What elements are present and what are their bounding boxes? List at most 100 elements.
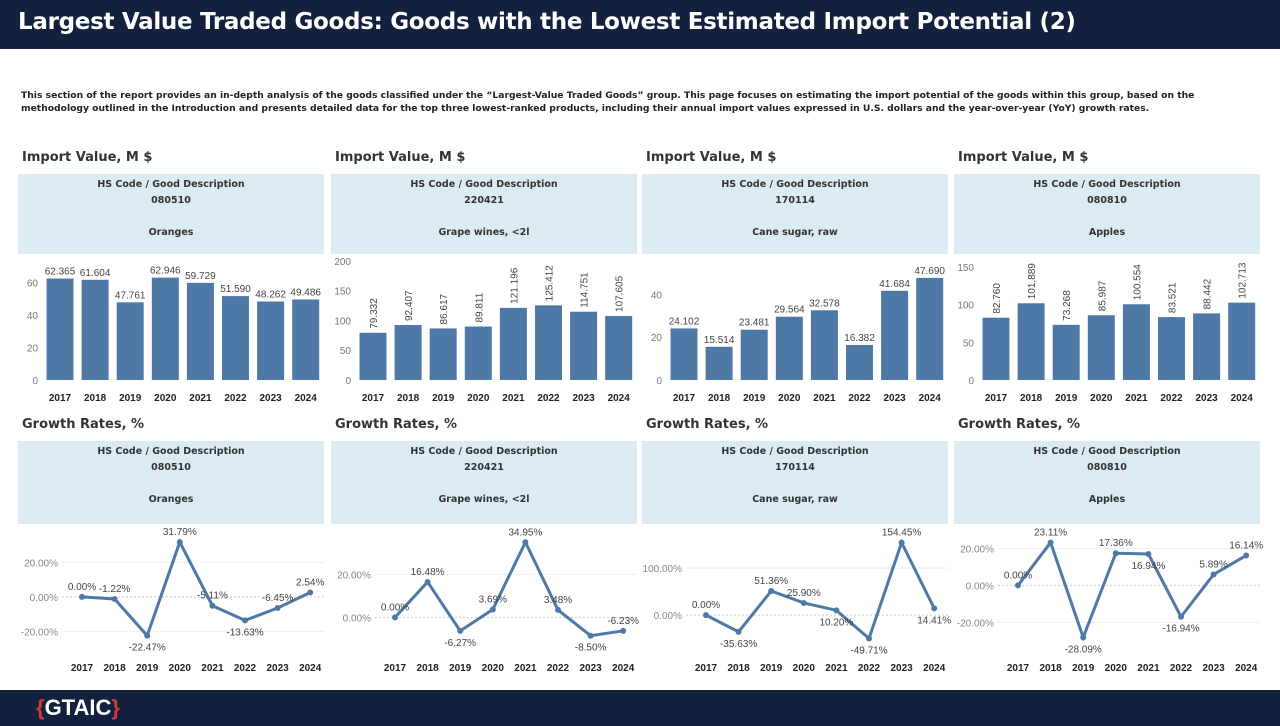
point-2022[interactable] bbox=[866, 635, 872, 642]
bar-2021[interactable] bbox=[1122, 304, 1150, 380]
point-2018[interactable] bbox=[1047, 539, 1054, 546]
point-2017[interactable] bbox=[392, 614, 398, 621]
bar-2021[interactable] bbox=[499, 307, 527, 380]
x-tick-label: 2023 bbox=[579, 663, 602, 674]
point-2024[interactable] bbox=[307, 589, 314, 596]
point-2024[interactable] bbox=[931, 605, 938, 612]
x-tick-label: 2024 bbox=[1231, 393, 1254, 404]
point-value-label: 31.79% bbox=[163, 527, 197, 538]
point-2018[interactable] bbox=[424, 578, 431, 585]
bar-2018[interactable] bbox=[81, 279, 109, 380]
x-tick-label: 2020 bbox=[169, 663, 192, 674]
bar-2021[interactable] bbox=[810, 310, 838, 380]
import-value-bar-chart: 0 50 100 150 200 79.332 2017 92.407 2018 86.617 20… bbox=[334, 257, 633, 404]
bar-2017[interactable] bbox=[359, 332, 387, 380]
point-2020[interactable] bbox=[489, 606, 496, 613]
point-2019[interactable] bbox=[1080, 634, 1087, 641]
bar-2024[interactable] bbox=[916, 277, 944, 380]
bar-value-label: 82.760 bbox=[992, 283, 1003, 314]
bar-value-label: 62.365 bbox=[45, 267, 76, 278]
bar-2022[interactable] bbox=[535, 305, 562, 380]
y-tick-label: 100 bbox=[957, 301, 974, 312]
point-value-label: -5.11% bbox=[197, 591, 228, 602]
y-tick-label: 50 bbox=[963, 338, 975, 349]
bar-value-label: 47.761 bbox=[115, 290, 146, 301]
bar-2022[interactable] bbox=[846, 344, 873, 380]
point-2022[interactable] bbox=[1178, 613, 1184, 620]
point-2022[interactable] bbox=[242, 617, 248, 624]
bar-2023[interactable] bbox=[570, 311, 598, 380]
y-tick-label: 50 bbox=[340, 346, 352, 357]
x-tick-label: 2018 bbox=[708, 393, 731, 404]
box-label: HS Code / Good Description bbox=[1033, 446, 1181, 457]
point-value-label: 16.48% bbox=[411, 567, 445, 578]
bar-2024[interactable] bbox=[605, 315, 633, 380]
good-description: Apples bbox=[1088, 227, 1126, 238]
bar-2022[interactable] bbox=[1158, 317, 1185, 380]
bar-2020[interactable] bbox=[464, 326, 492, 380]
point-2020[interactable] bbox=[176, 539, 183, 546]
point-2017[interactable] bbox=[703, 612, 709, 619]
bar-value-label: 100.554 bbox=[1132, 264, 1143, 301]
point-2023[interactable] bbox=[898, 539, 905, 546]
bar-2023[interactable] bbox=[881, 290, 909, 380]
bar-2020[interactable] bbox=[775, 316, 803, 380]
point-2020[interactable] bbox=[800, 599, 807, 606]
point-2023[interactable] bbox=[587, 632, 594, 639]
y-tick-label: 0.00% bbox=[966, 581, 994, 592]
bar-2024[interactable] bbox=[1228, 302, 1256, 380]
point-2020[interactable] bbox=[1112, 550, 1119, 557]
point-2018[interactable] bbox=[111, 596, 118, 602]
point-2017[interactable] bbox=[1015, 582, 1021, 589]
bar-2019[interactable] bbox=[740, 329, 768, 380]
bar-2020[interactable] bbox=[1087, 315, 1115, 380]
bar-2023[interactable] bbox=[1193, 313, 1221, 380]
x-tick-label: 2023 bbox=[883, 393, 906, 404]
point-2024[interactable] bbox=[620, 627, 627, 634]
bar-2018[interactable] bbox=[394, 325, 422, 380]
bar-2018[interactable] bbox=[705, 346, 733, 380]
x-tick-label: 2024 bbox=[1235, 663, 1258, 674]
point-value-label: -6.45% bbox=[262, 593, 294, 604]
box-label: HS Code / Good Description bbox=[410, 446, 558, 457]
bar-2024[interactable] bbox=[292, 299, 320, 380]
hs-code: 170114 bbox=[775, 195, 815, 206]
x-tick-label: 2017 bbox=[1007, 663, 1030, 674]
bar-2019[interactable] bbox=[116, 302, 144, 380]
bar-2019[interactable] bbox=[1052, 324, 1080, 380]
growth-line bbox=[1016, 539, 1247, 642]
bar-2023[interactable] bbox=[257, 301, 285, 380]
bar-2022[interactable] bbox=[222, 296, 249, 380]
point-2019[interactable] bbox=[144, 632, 151, 639]
bar-2017[interactable] bbox=[982, 317, 1010, 380]
point-2021[interactable] bbox=[833, 607, 840, 614]
point-value-label: -49.71% bbox=[850, 645, 887, 656]
page-title: Largest Value Traded Goods: Goods with t… bbox=[18, 9, 1076, 35]
box-label: HS Code / Good Description bbox=[1033, 179, 1181, 190]
x-tick-label: 2021 bbox=[514, 663, 537, 674]
bar-2020[interactable] bbox=[151, 277, 179, 380]
point-2021[interactable] bbox=[1145, 551, 1152, 557]
point-2018[interactable] bbox=[735, 628, 742, 635]
point-2019[interactable] bbox=[768, 588, 775, 595]
point-2023[interactable] bbox=[1210, 571, 1217, 578]
growth-rates-title: Growth Rates, % bbox=[335, 417, 458, 432]
point-2023[interactable] bbox=[274, 605, 281, 612]
bar-2018[interactable] bbox=[1017, 303, 1045, 380]
good-info-box: HS Code / Good Description 080810 Apples bbox=[954, 441, 1260, 524]
point-2017[interactable] bbox=[79, 593, 85, 600]
import-value-title: Import Value, M $ bbox=[22, 150, 153, 165]
bar-value-label: 102.713 bbox=[1238, 262, 1249, 299]
bar-2017[interactable] bbox=[670, 328, 698, 380]
point-2021[interactable] bbox=[209, 602, 216, 609]
point-2021[interactable] bbox=[522, 539, 529, 546]
point-2022[interactable] bbox=[555, 606, 561, 613]
bar-value-label: 88.442 bbox=[1203, 278, 1214, 309]
bar-2019[interactable] bbox=[429, 328, 457, 380]
point-2019[interactable] bbox=[457, 627, 464, 634]
bar-2017[interactable] bbox=[46, 278, 74, 380]
bar-2021[interactable] bbox=[186, 282, 214, 380]
x-tick-label: 2021 bbox=[189, 393, 212, 404]
bar-value-label: 15.514 bbox=[704, 335, 735, 346]
point-2024[interactable] bbox=[1243, 552, 1250, 559]
